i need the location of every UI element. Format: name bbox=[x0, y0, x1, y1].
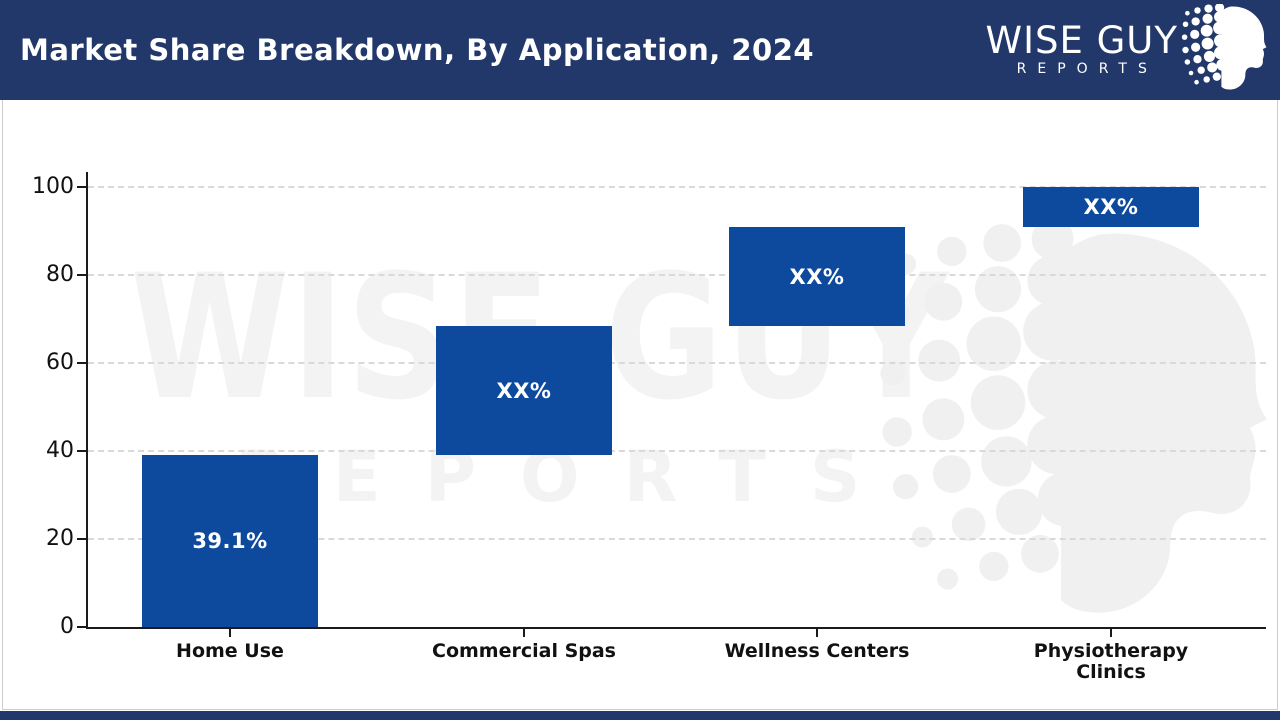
bar-value-label: 39.1% bbox=[192, 528, 268, 553]
x-axis-tick bbox=[1110, 629, 1112, 637]
y-axis-tick bbox=[77, 362, 86, 364]
brand-name: WISE GUY bbox=[985, 19, 1178, 62]
brand-face-icon bbox=[1181, 4, 1267, 90]
y-axis-tick bbox=[77, 626, 86, 628]
bar-segment: XX% bbox=[436, 326, 612, 455]
x-axis-category-label: Commercial Spas bbox=[432, 640, 616, 662]
y-axis-tick-label: 0 bbox=[60, 614, 74, 639]
bar-value-label: XX% bbox=[1083, 195, 1139, 220]
y-axis-tick-label: 40 bbox=[46, 438, 74, 463]
y-axis-tick-label: 100 bbox=[32, 174, 74, 199]
y-axis-tick bbox=[77, 186, 86, 188]
brand-logo-text: WISE GUY REPORTS bbox=[986, 22, 1178, 78]
chart-title: Market Share Breakdown, By Application, … bbox=[20, 33, 815, 67]
x-axis-category-label: Physiotherapy Clinics bbox=[1033, 640, 1189, 683]
x-axis-tick bbox=[523, 629, 525, 637]
gridline bbox=[88, 274, 1266, 276]
x-axis-category-label: Home Use bbox=[176, 640, 284, 662]
bar-value-label: XX% bbox=[496, 378, 552, 403]
y-axis-line bbox=[86, 172, 88, 629]
y-axis-tick bbox=[77, 274, 86, 276]
y-axis-tick-label: 80 bbox=[46, 262, 74, 287]
x-axis-tick bbox=[816, 629, 818, 637]
x-axis-category-label: Wellness Centers bbox=[724, 640, 910, 662]
bar-segment: XX% bbox=[1023, 187, 1199, 228]
gridline bbox=[88, 450, 1266, 452]
header-bar: Market Share Breakdown, By Application, … bbox=[0, 0, 1280, 100]
footer-bar bbox=[0, 711, 1280, 720]
brand-subname: REPORTS bbox=[1016, 61, 1158, 77]
y-axis-tick-label: 60 bbox=[46, 350, 74, 375]
x-axis-line bbox=[86, 627, 1266, 629]
bar-value-label: XX% bbox=[789, 264, 845, 289]
bar-segment: XX% bbox=[729, 227, 905, 327]
x-axis-tick bbox=[229, 629, 231, 637]
gridline bbox=[88, 538, 1266, 540]
bar-segment: 39.1% bbox=[142, 454, 318, 627]
gridline bbox=[88, 186, 1266, 188]
y-axis-tick bbox=[77, 538, 86, 540]
y-axis-tick bbox=[77, 450, 86, 452]
brand-logo: WISE GUY REPORTS bbox=[986, 0, 1272, 100]
y-axis-tick-label: 20 bbox=[46, 526, 74, 551]
gridline bbox=[88, 362, 1266, 364]
